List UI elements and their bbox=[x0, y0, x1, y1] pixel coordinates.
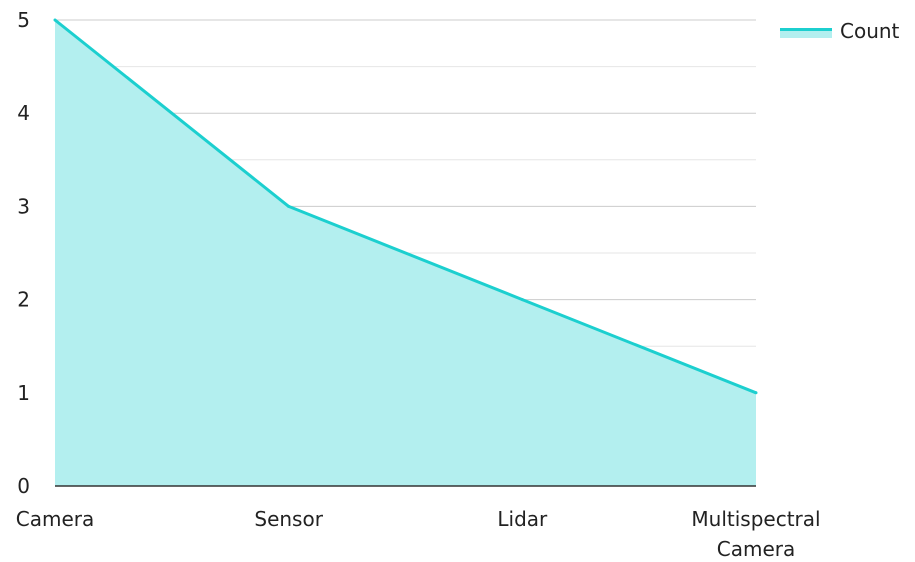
x-tick-label: Lidar bbox=[497, 507, 548, 531]
x-tick-labels: Camera Sensor Lidar Multispectral Camera bbox=[16, 507, 821, 561]
data-point bbox=[287, 204, 291, 208]
y-tick-label: 2 bbox=[17, 288, 30, 312]
legend-swatch-fill bbox=[780, 28, 832, 38]
y-tick-label: 1 bbox=[17, 381, 30, 405]
data-point bbox=[520, 298, 524, 302]
legend-label-count: Count bbox=[840, 19, 900, 43]
y-tick-label: 0 bbox=[17, 474, 30, 498]
series-line-count bbox=[54, 18, 757, 395]
data-point bbox=[754, 391, 758, 395]
area-layer bbox=[53, 18, 758, 486]
y-tick-label: 4 bbox=[17, 101, 30, 125]
y-tick-labels: 0 1 2 3 4 5 bbox=[17, 8, 30, 498]
series-area-count bbox=[55, 20, 756, 486]
y-tick-label: 3 bbox=[17, 194, 30, 218]
legend[interactable]: Count bbox=[780, 19, 900, 43]
data-point bbox=[53, 18, 57, 22]
x-tick-label: Sensor bbox=[254, 507, 323, 531]
x-tick-label: Camera bbox=[16, 507, 95, 531]
x-tick-label: Multispectral Camera bbox=[691, 507, 820, 558]
y-tick-label: 5 bbox=[17, 8, 30, 32]
